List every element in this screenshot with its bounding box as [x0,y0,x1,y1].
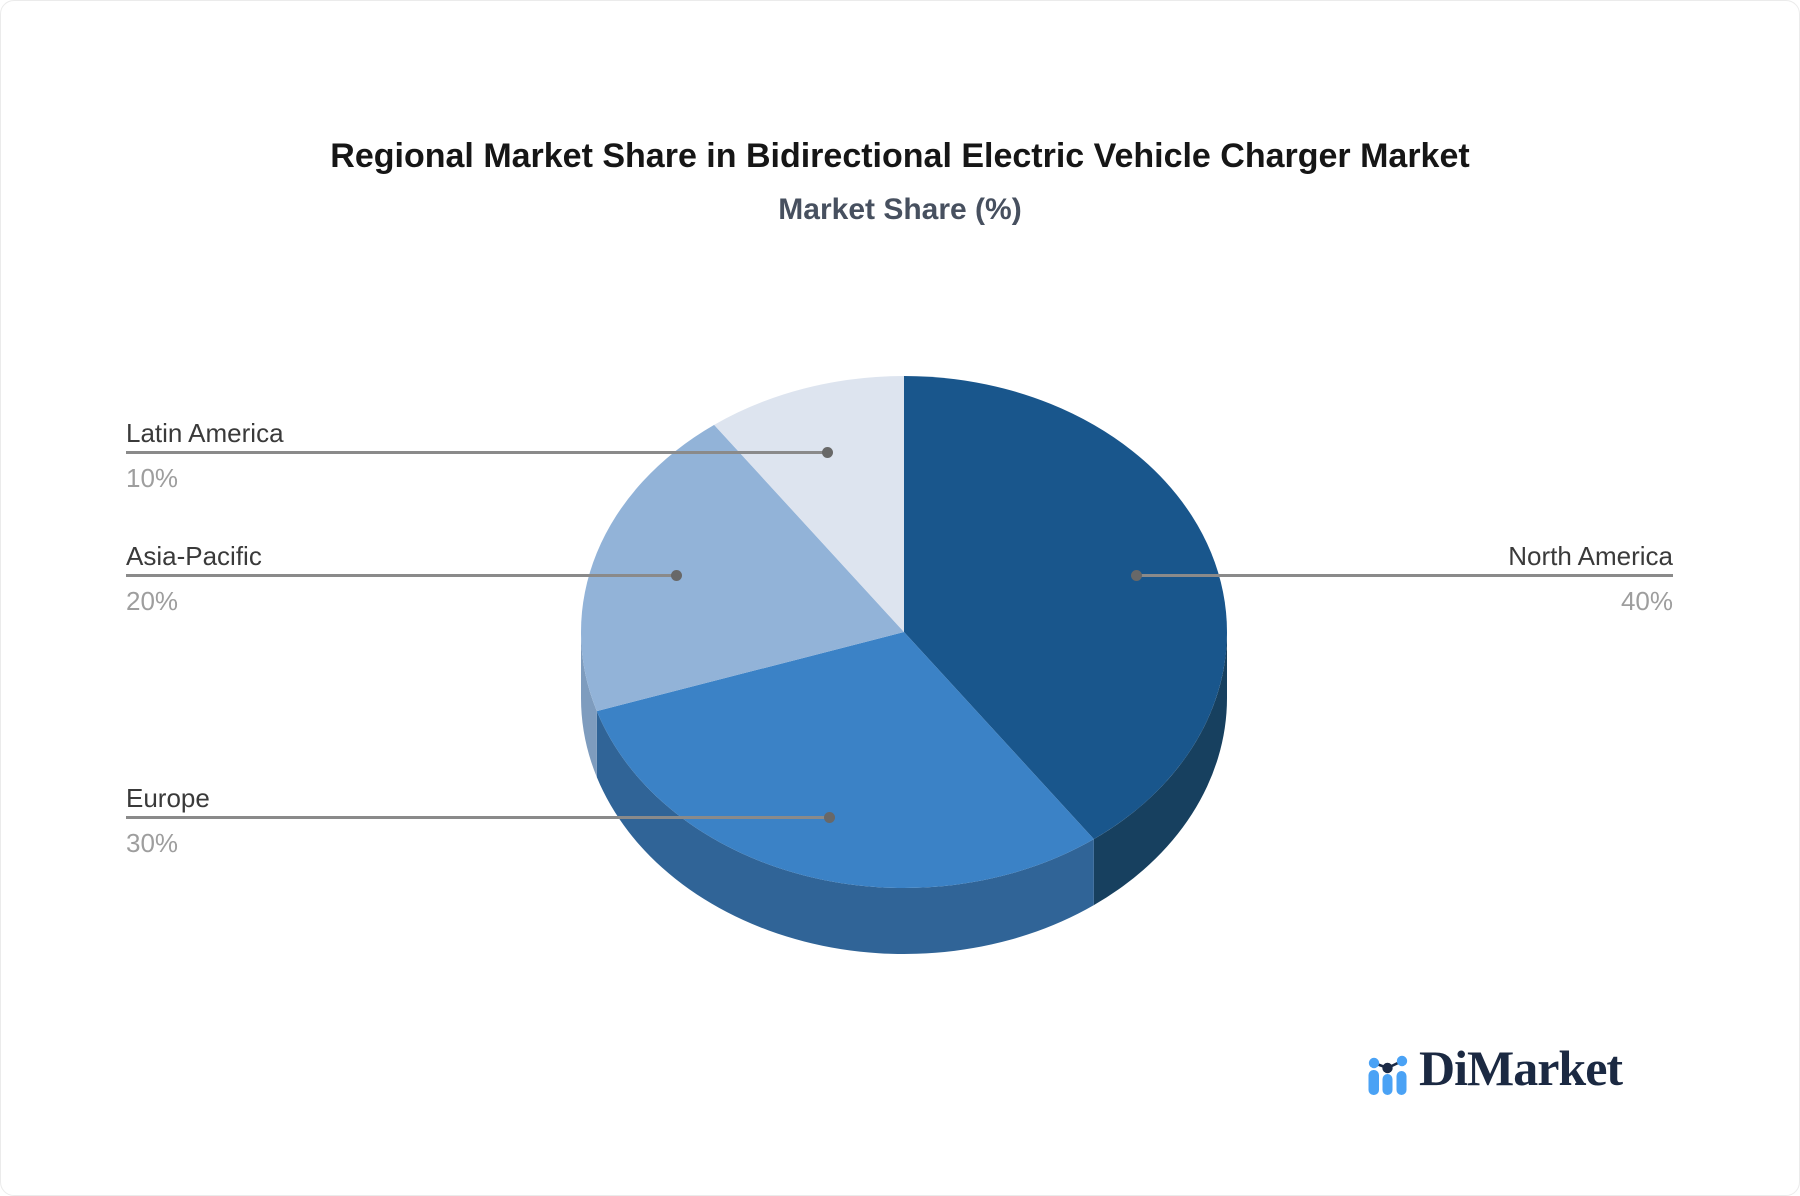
leader-dot-europe [824,812,835,823]
callout-value-asia-pacific: 20% [126,586,179,616]
leader-dot-asia-pacific [671,570,682,581]
leader-dot-latin-america [822,447,833,458]
leader-dot-north-america [1131,570,1142,581]
pie-side-europe [596,711,1094,954]
leader-line-europe [126,816,830,819]
callout-label-north-america: North America [1508,541,1673,571]
pie-slice-asia-pacific[interactable] [581,424,904,712]
logo: DiMarket [1363,1037,1663,1099]
pie-slice-europe[interactable] [596,632,1094,888]
leader-line-asia-pacific [126,574,677,577]
pie-side-north-america [1093,632,1227,906]
leader-line-latin-america [126,451,828,454]
callout-value-north-america: 40% [1620,586,1673,616]
callout-label-asia-pacific: Asia-Pacific [126,541,262,571]
callout-label-europe: Europe [126,783,210,813]
pie-side-asia-pacific [581,632,597,778]
callout-label-latin-america: Latin America [126,418,284,448]
pie-slice-latin-america[interactable] [714,376,904,632]
leader-line-north-america [1136,574,1673,577]
chart-title: Regional Market Share in Bidirectional E… [330,137,1470,175]
logo-text: DiMarket [1419,1040,1623,1096]
bar-chart-trend-icon [1368,1055,1408,1095]
chart-subtitle: Market Share (%) [778,193,1022,226]
callout-value-europe: 30% [126,828,179,858]
callout-value-latin-america: 10% [126,463,179,493]
pie-slice-north-america[interactable] [904,376,1227,840]
